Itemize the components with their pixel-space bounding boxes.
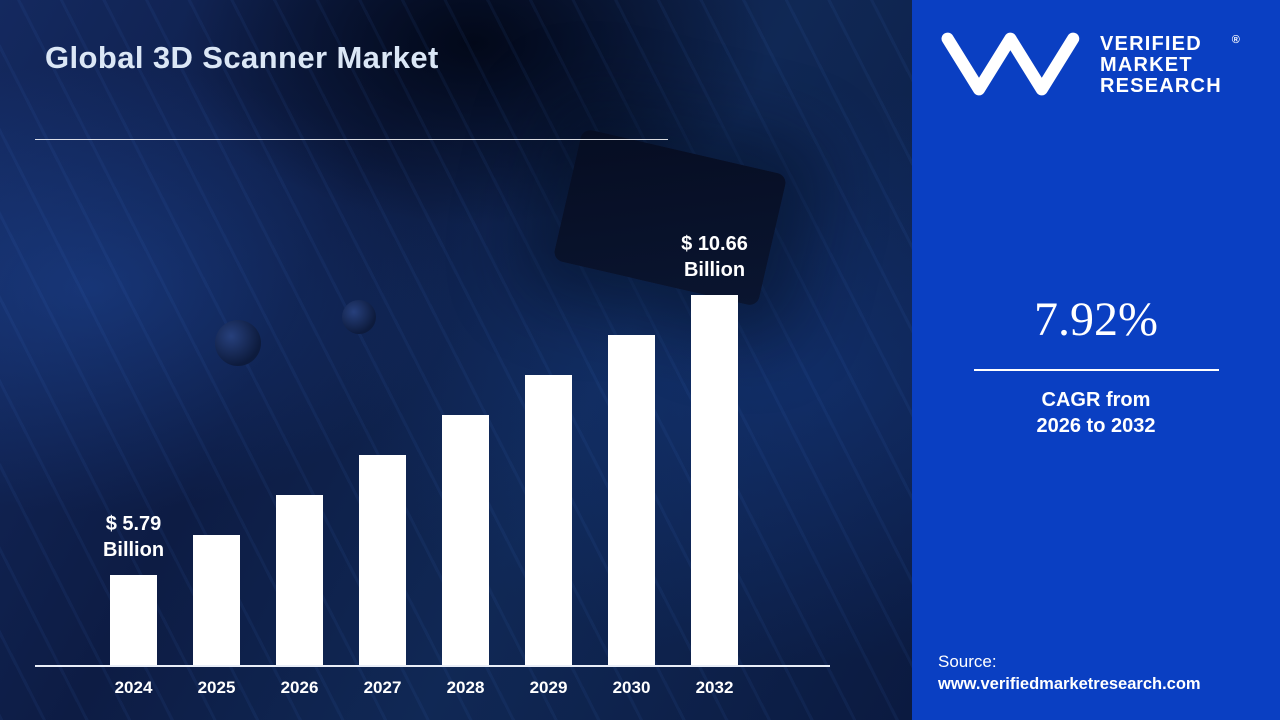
bar-2026 bbox=[276, 495, 323, 665]
bar-value-label-2024: $ 5.79 Billion bbox=[102, 513, 165, 561]
cagr-caption-line: 2026 to 2032 bbox=[1036, 415, 1156, 437]
bar-column-2029 bbox=[525, 375, 572, 665]
source-label: Source: bbox=[938, 652, 997, 671]
bar-value-label-2032: $ 10.66 Billion bbox=[681, 233, 748, 281]
bar-column-2028 bbox=[442, 415, 489, 665]
x-axis-label-2030: 2030 bbox=[612, 678, 651, 697]
bar-column-2024: $ 5.79 Billion bbox=[103, 513, 164, 665]
brand-name-line: RESEARCH bbox=[1100, 75, 1222, 97]
bar-2029 bbox=[525, 375, 572, 665]
x-axis-line bbox=[35, 665, 830, 667]
bar-column-2032: $ 10.66 Billion bbox=[681, 233, 748, 665]
x-axis-label-2029: 2029 bbox=[529, 678, 568, 697]
cagr-value: 7.92% bbox=[1034, 293, 1158, 346]
bar-2025 bbox=[193, 535, 240, 665]
source-block: Source: www.verifiedmarketresearch.com bbox=[938, 652, 1201, 694]
brand-name-line: VERIFIED bbox=[1100, 33, 1202, 55]
chart-plot-area: $ 5.79 Billion $ 10.66 Billion bbox=[35, 233, 830, 665]
registered-trademark: ® bbox=[1231, 34, 1240, 46]
x-axis-label-2028: 2028 bbox=[446, 678, 485, 697]
bar-2024 bbox=[110, 575, 157, 665]
x-axis-label-2032: 2032 bbox=[695, 678, 734, 697]
brand-block: VERIFIED MARKET RESEARCH ® bbox=[938, 30, 1240, 98]
bar-2027 bbox=[359, 455, 406, 665]
cagr-divider bbox=[973, 369, 1219, 371]
bar-column-2026 bbox=[276, 495, 323, 665]
x-axis-label-2024: 2024 bbox=[114, 678, 153, 697]
capacitor-decoration bbox=[342, 300, 376, 334]
x-axis-label-2025: 2025 bbox=[197, 678, 236, 697]
title-underline bbox=[35, 139, 668, 140]
bar-2028 bbox=[442, 415, 489, 665]
cagr-caption-line: CAGR from bbox=[1041, 389, 1151, 411]
cagr-caption: CAGR from 2026 to 2032 bbox=[912, 387, 1280, 439]
bar-2032 bbox=[691, 295, 738, 665]
vmr-logo-icon bbox=[941, 32, 1080, 96]
infographic-left-section: Global 3D Scanner Market $ 5.79 Billion $ … bbox=[0, 0, 912, 720]
x-axis-labels: 2024 2025 2026 2027 2028 2029 2030 2032 bbox=[35, 678, 830, 698]
source-url[interactable]: www.verifiedmarketresearch.com bbox=[938, 675, 1201, 693]
bar-2030 bbox=[608, 335, 655, 665]
brand-name-line: MARKET bbox=[1100, 54, 1193, 76]
right-info-panel: VERIFIED MARKET RESEARCH ® 7.92% CAGR fr… bbox=[912, 0, 1280, 720]
brand-name: VERIFIED MARKET RESEARCH ® bbox=[1100, 33, 1240, 97]
bar-column-2027 bbox=[359, 455, 406, 665]
page-title: Global 3D Scanner Market bbox=[45, 40, 439, 75]
cagr-block: 7.92% CAGR from 2026 to 2032 bbox=[912, 292, 1280, 439]
capacitor-decoration bbox=[215, 320, 261, 366]
x-axis-label-2027: 2027 bbox=[363, 678, 402, 697]
bar-column-2025 bbox=[193, 535, 240, 665]
x-axis-label-2026: 2026 bbox=[280, 678, 319, 697]
bar-chart: $ 5.79 Billion $ 10.66 Billion 2024 2025 2026… bbox=[35, 233, 830, 698]
bar-column-2030 bbox=[608, 335, 655, 665]
